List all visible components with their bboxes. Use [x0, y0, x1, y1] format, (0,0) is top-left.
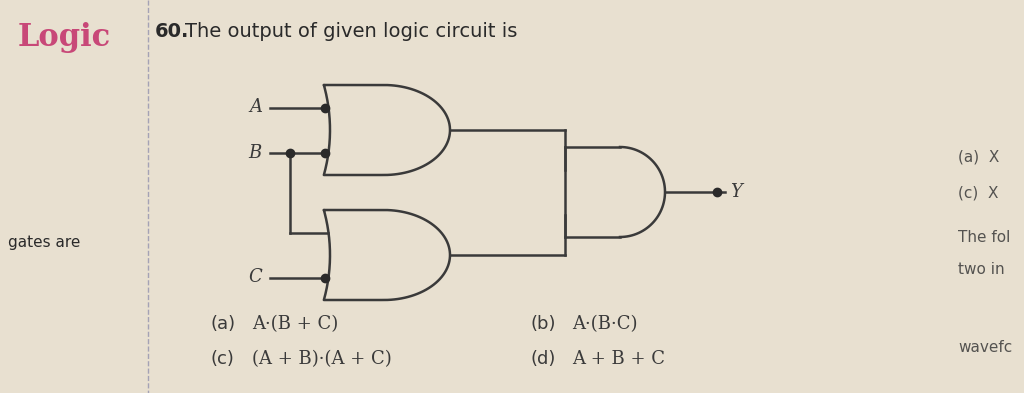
Text: Y: Y [730, 183, 741, 201]
Text: A + B + C: A + B + C [572, 350, 665, 368]
Text: (a)  X: (a) X [958, 150, 999, 165]
Text: (d): (d) [530, 350, 555, 368]
Text: wavefc: wavefc [958, 340, 1013, 355]
Text: A·(B + C): A·(B + C) [252, 315, 338, 333]
Text: Logic: Logic [18, 22, 112, 53]
Text: (c)  X: (c) X [958, 185, 998, 200]
Text: The fol: The fol [958, 230, 1011, 245]
Text: (A + B)·(A + C): (A + B)·(A + C) [252, 350, 392, 368]
Text: gates are: gates are [8, 235, 80, 250]
Text: two in: two in [958, 262, 1005, 277]
Text: A·(B·C): A·(B·C) [572, 315, 638, 333]
Text: B: B [249, 143, 262, 162]
Text: (a): (a) [210, 315, 236, 333]
Text: C: C [248, 268, 262, 286]
Text: A: A [249, 99, 262, 116]
Text: The output of given logic circuit is: The output of given logic circuit is [185, 22, 517, 41]
Text: 60.: 60. [155, 22, 189, 41]
Text: (b): (b) [530, 315, 555, 333]
Text: (c): (c) [210, 350, 233, 368]
